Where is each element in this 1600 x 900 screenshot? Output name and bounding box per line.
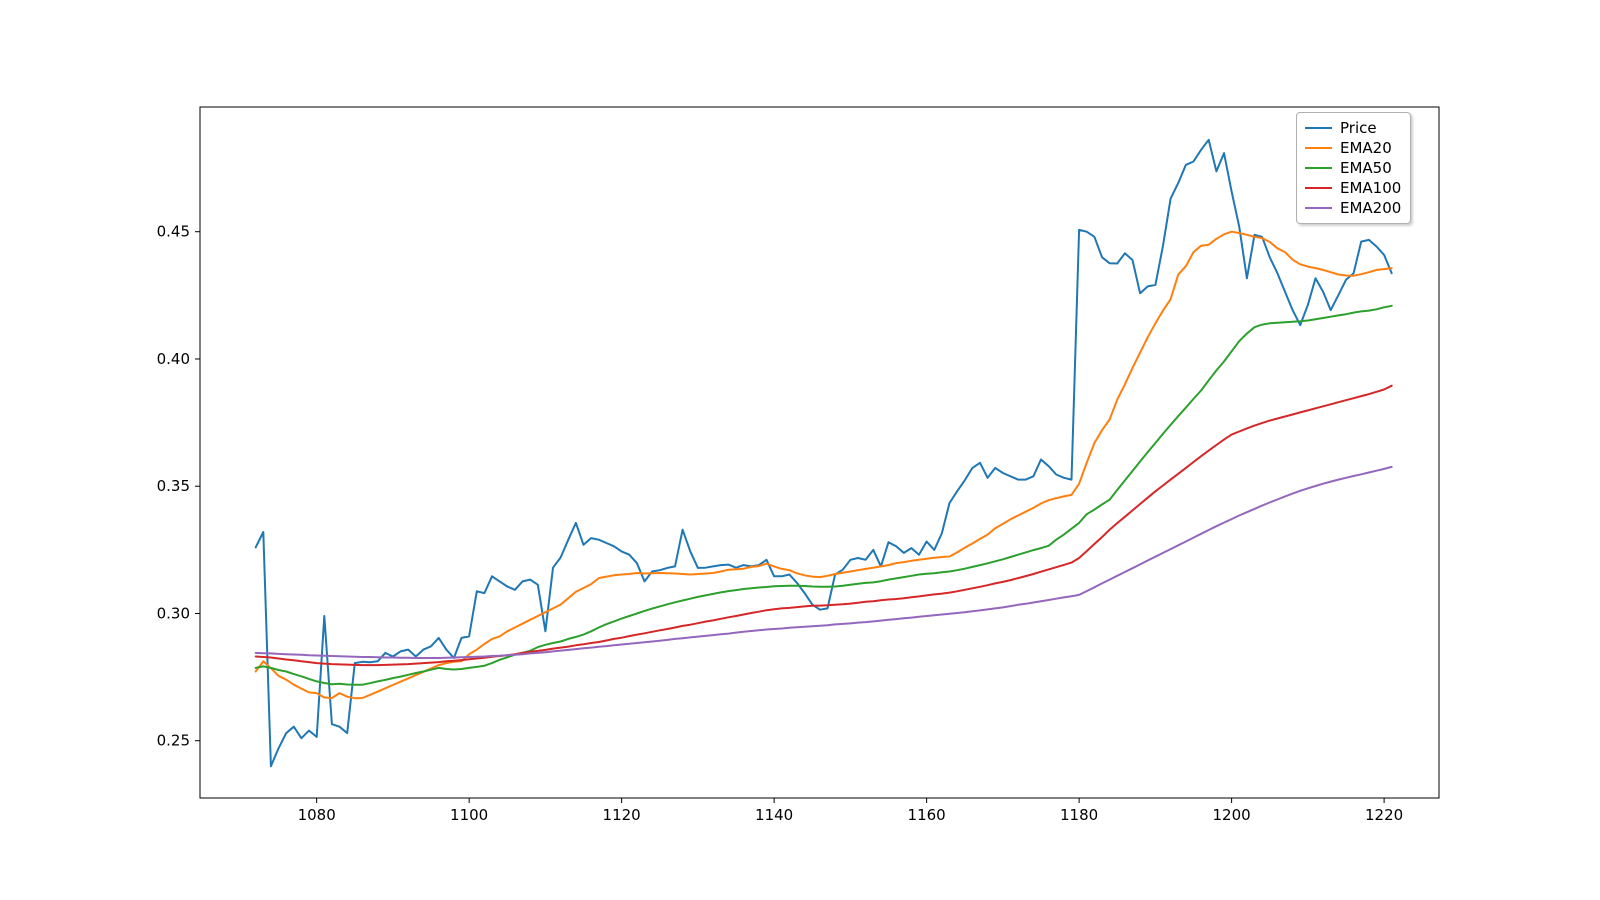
y-tick-label: 0.25	[157, 732, 190, 750]
x-tick-label: 1140	[755, 806, 793, 824]
x-tick-label: 1180	[1060, 806, 1098, 824]
x-tick-label: 1160	[908, 806, 946, 824]
series-line-ema20	[254, 230, 1393, 700]
legend-item-ema100: EMA100	[1305, 178, 1401, 198]
legend-line-swatch-ema20	[1305, 147, 1332, 149]
y-tick-label: 0.30	[157, 604, 190, 622]
x-tick-label: 1200	[1213, 806, 1251, 824]
legend-line-swatch-ema200	[1305, 207, 1332, 209]
series-line-ema100	[254, 384, 1393, 667]
legend-label-ema100: EMA100	[1340, 179, 1402, 197]
series-line-ema200	[254, 465, 1393, 659]
y-tick-label: 0.45	[157, 223, 190, 241]
x-tick-label: 1100	[450, 806, 488, 824]
x-tick-label: 1120	[603, 806, 641, 824]
y-tick-label: 0.40	[157, 350, 190, 368]
y-tick-label: 0.35	[157, 477, 190, 495]
legend-line-swatch-ema100	[1305, 187, 1332, 189]
legend-label-ema50: EMA50	[1340, 159, 1392, 177]
legend-label-price: Price	[1340, 119, 1377, 137]
legend-label-ema20: EMA20	[1340, 139, 1392, 157]
legend-item-ema50: EMA50	[1305, 158, 1401, 178]
series-line-price	[254, 138, 1393, 768]
series-line-ema50	[254, 304, 1393, 686]
legend-label-ema200: EMA200	[1340, 199, 1402, 217]
legend-line-swatch-price	[1305, 127, 1332, 129]
legend-item-price: Price	[1305, 118, 1401, 138]
legend-item-ema200: EMA200	[1305, 198, 1401, 218]
plot-frame	[199, 106, 1440, 799]
legend-line-swatch-ema50	[1305, 167, 1332, 169]
x-tick-label: 1080	[298, 806, 336, 824]
x-tick-label: 1220	[1365, 806, 1403, 824]
legend: Price EMA20 EMA50 EMA100 EMA200	[1296, 112, 1411, 224]
legend-item-ema20: EMA20	[1305, 138, 1401, 158]
